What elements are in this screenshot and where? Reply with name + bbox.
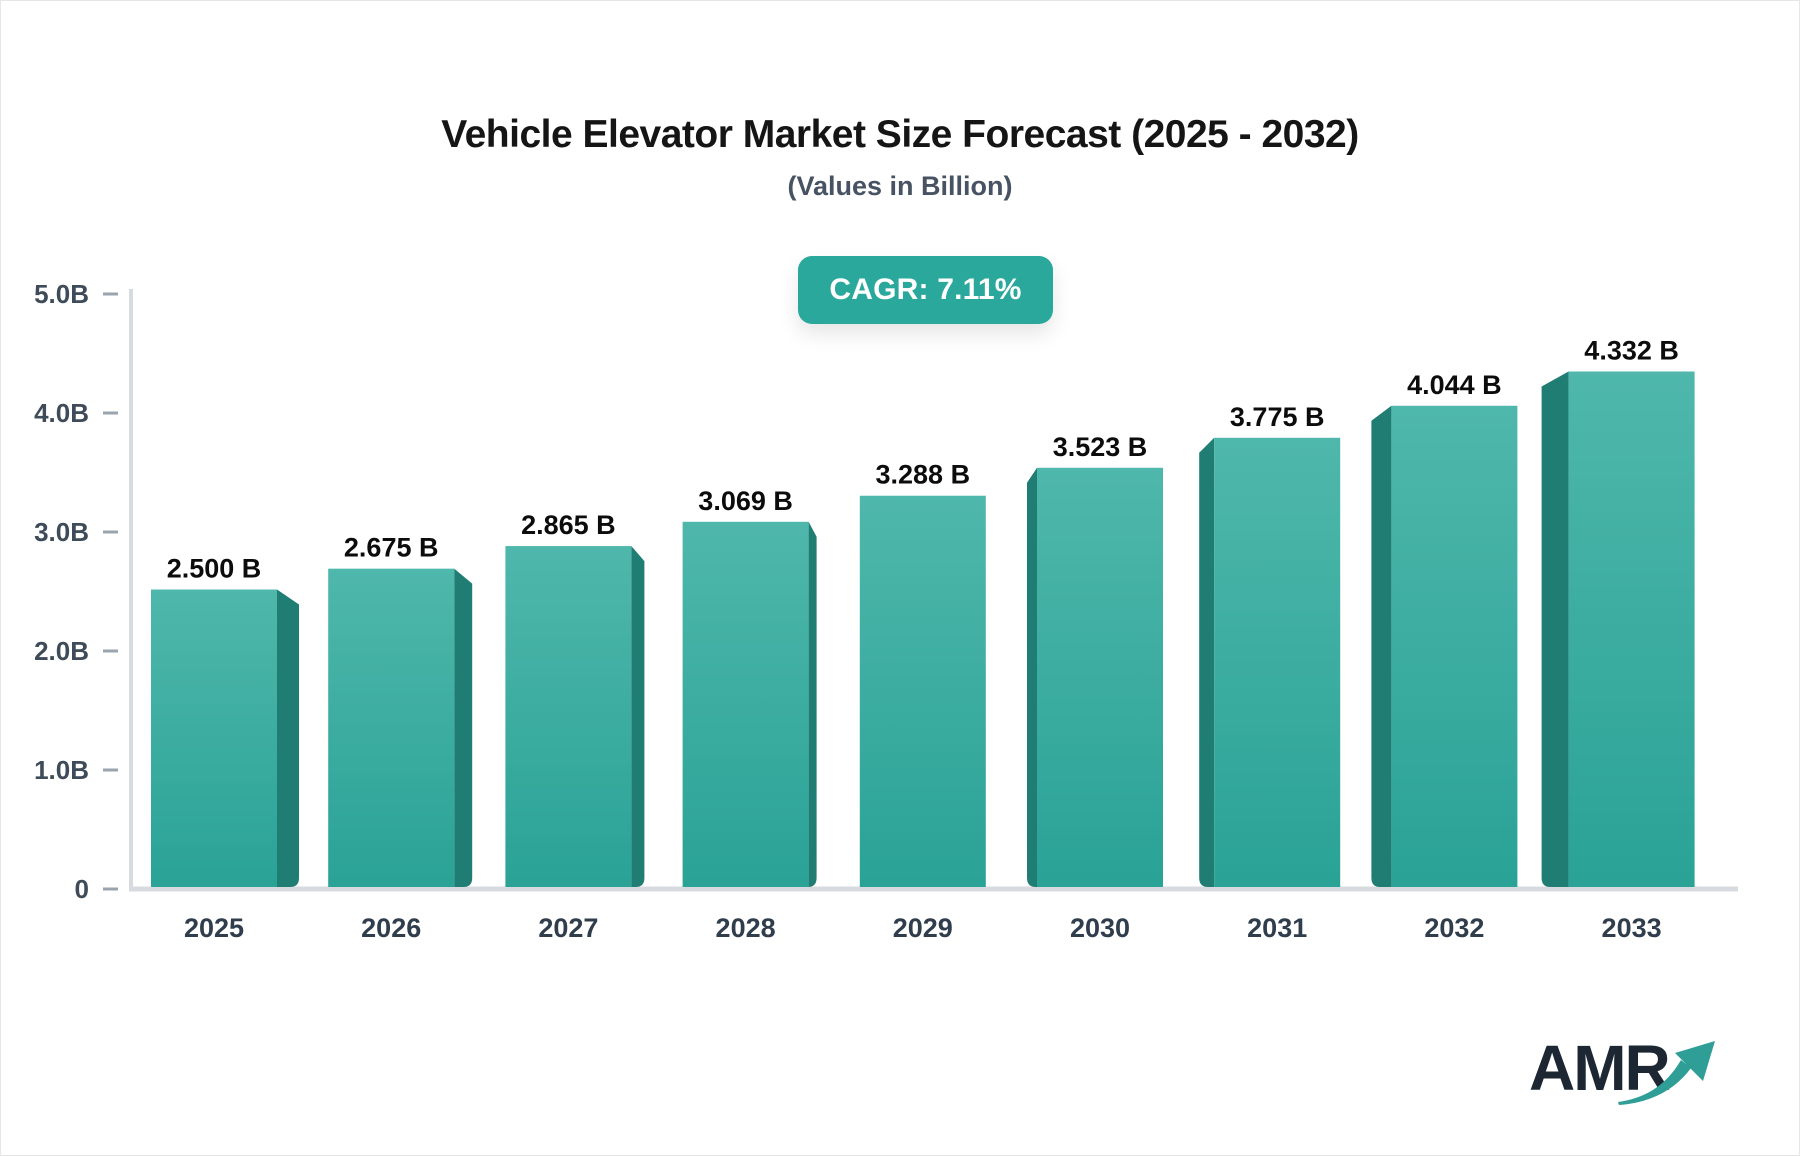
bar	[859, 495, 986, 887]
bar	[1214, 437, 1341, 887]
y-tick-label: 1.0B	[34, 755, 89, 785]
cagr-badge-label: CAGR: 7.11%	[829, 273, 1022, 306]
x-tick-label: 2025	[184, 913, 244, 943]
x-tick-label: 2033	[1602, 913, 1662, 943]
x-tick-label: 2028	[716, 913, 776, 943]
bar	[1568, 371, 1695, 887]
bar-side-face	[1541, 371, 1569, 887]
bar	[505, 546, 632, 887]
x-tick-label: 2029	[893, 913, 953, 943]
bar-value-label: 3.288 B	[876, 460, 971, 490]
amr-logo: AMR	[1529, 1031, 1719, 1111]
bar-value-label: 2.500 B	[167, 554, 262, 584]
amr-logo-text: AMR	[1529, 1032, 1671, 1104]
bar-side-face	[1199, 437, 1215, 887]
bar-value-label: 3.775 B	[1230, 402, 1325, 432]
y-tick-label: 4.0B	[34, 398, 89, 428]
y-tick-label: 3.0B	[34, 517, 89, 547]
bar-side-face	[277, 589, 299, 887]
x-tick-label: 2027	[538, 913, 598, 943]
bar-side-face	[631, 546, 645, 887]
bar-value-label: 4.044 B	[1407, 370, 1502, 400]
cagr-badge: CAGR: 7.11%	[798, 256, 1053, 324]
y-tick-label: 5.0B	[34, 279, 89, 309]
bar	[151, 589, 277, 887]
y-tick-label: 2.0B	[34, 636, 89, 666]
bar	[682, 521, 809, 887]
x-tick-label: 2026	[361, 913, 421, 943]
bar	[1391, 405, 1518, 887]
bar-value-label: 3.523 B	[1053, 432, 1148, 462]
bar-value-label: 2.865 B	[521, 510, 616, 540]
bar-side-face	[807, 521, 817, 887]
trend-up-arrow-icon	[1618, 1041, 1715, 1105]
bar-value-label: 2.675 B	[344, 533, 439, 563]
x-tick-label: 2030	[1070, 913, 1130, 943]
x-tick-label: 2031	[1247, 913, 1307, 943]
bar-value-label: 4.332 B	[1584, 335, 1679, 365]
bar-side-face	[1371, 405, 1392, 887]
bar-side-face	[1027, 467, 1037, 887]
page-subtitle: (Values in Billion)	[787, 171, 1013, 201]
bar-value-label: 3.069 B	[698, 486, 793, 516]
bar-side-face	[454, 568, 473, 887]
bar	[1037, 467, 1163, 887]
x-tick-label: 2032	[1424, 913, 1484, 943]
y-tick-label: 0	[75, 874, 89, 904]
page-title: Vehicle Elevator Market Size Forecast (2…	[441, 113, 1359, 156]
bar	[328, 568, 455, 887]
